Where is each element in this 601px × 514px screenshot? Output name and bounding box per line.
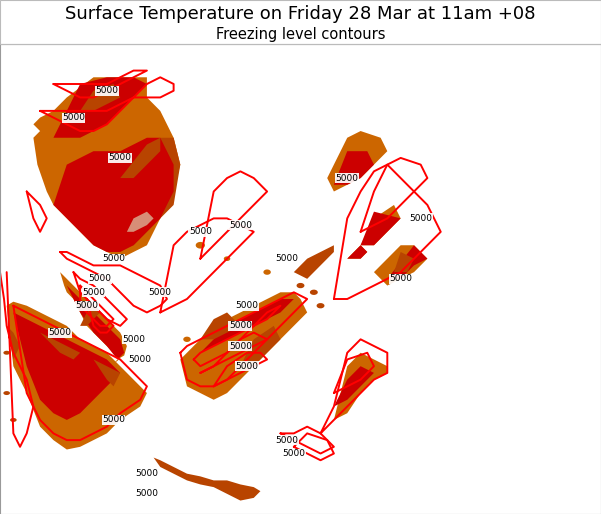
Polygon shape — [4, 351, 10, 355]
Polygon shape — [294, 245, 334, 279]
Text: 5000: 5000 — [129, 355, 151, 364]
Polygon shape — [4, 391, 10, 395]
Polygon shape — [200, 313, 240, 339]
Text: Freezing level contours: Freezing level contours — [216, 27, 385, 42]
Polygon shape — [317, 303, 325, 308]
Polygon shape — [10, 418, 17, 422]
Polygon shape — [334, 151, 374, 185]
Polygon shape — [334, 366, 374, 407]
Polygon shape — [394, 252, 414, 272]
Text: 5000: 5000 — [82, 288, 105, 297]
Polygon shape — [34, 77, 147, 138]
Text: 5000: 5000 — [336, 174, 359, 182]
Text: 5000: 5000 — [282, 449, 305, 458]
Polygon shape — [196, 242, 205, 249]
Text: 5000: 5000 — [276, 435, 299, 445]
Text: 5000: 5000 — [149, 288, 172, 297]
Polygon shape — [263, 269, 271, 275]
Bar — [0, 44, 601, 514]
Polygon shape — [334, 353, 387, 420]
Polygon shape — [361, 212, 401, 245]
Text: 5000: 5000 — [135, 469, 159, 478]
Text: 5000: 5000 — [102, 415, 125, 425]
Polygon shape — [347, 245, 367, 259]
Polygon shape — [80, 306, 100, 326]
Text: 5000: 5000 — [89, 274, 112, 283]
Polygon shape — [387, 245, 427, 279]
Polygon shape — [361, 205, 401, 245]
Polygon shape — [53, 138, 174, 252]
Polygon shape — [224, 256, 230, 261]
Polygon shape — [187, 299, 294, 359]
Text: 5000: 5000 — [96, 86, 118, 95]
Polygon shape — [40, 333, 80, 359]
Polygon shape — [327, 131, 387, 192]
Polygon shape — [7, 326, 20, 359]
Text: 5000: 5000 — [276, 254, 299, 263]
Polygon shape — [347, 245, 367, 259]
Text: 5000: 5000 — [189, 227, 212, 236]
Text: 5000: 5000 — [229, 341, 252, 351]
Polygon shape — [67, 286, 124, 359]
Text: 5000: 5000 — [409, 214, 432, 223]
Polygon shape — [120, 138, 180, 245]
Polygon shape — [237, 351, 243, 355]
Text: 5000: 5000 — [236, 301, 258, 310]
Text: 5000: 5000 — [62, 113, 85, 122]
Text: 5000: 5000 — [75, 301, 99, 310]
Polygon shape — [154, 457, 260, 501]
Polygon shape — [80, 84, 120, 111]
Polygon shape — [296, 283, 305, 288]
Polygon shape — [53, 77, 147, 138]
Polygon shape — [60, 272, 127, 363]
Text: 5000: 5000 — [229, 321, 252, 331]
Polygon shape — [374, 245, 427, 286]
Polygon shape — [13, 313, 120, 420]
Polygon shape — [7, 302, 147, 450]
Polygon shape — [180, 292, 307, 400]
Text: 5000: 5000 — [389, 274, 412, 283]
Polygon shape — [94, 359, 120, 387]
Text: 5000: 5000 — [236, 362, 258, 371]
Polygon shape — [127, 212, 154, 232]
Text: 5000: 5000 — [122, 335, 145, 344]
Text: Surface Temperature on Friday 28 Mar at 11am +08: Surface Temperature on Friday 28 Mar at … — [66, 5, 535, 23]
Polygon shape — [183, 337, 191, 342]
Text: 5000: 5000 — [49, 328, 72, 337]
Polygon shape — [310, 290, 318, 295]
Polygon shape — [120, 138, 160, 178]
Polygon shape — [240, 326, 281, 366]
Text: 5000: 5000 — [109, 153, 132, 162]
Text: 5000: 5000 — [102, 254, 125, 263]
Polygon shape — [34, 77, 180, 259]
Text: 5000: 5000 — [229, 221, 252, 230]
Text: 5000: 5000 — [135, 489, 159, 499]
